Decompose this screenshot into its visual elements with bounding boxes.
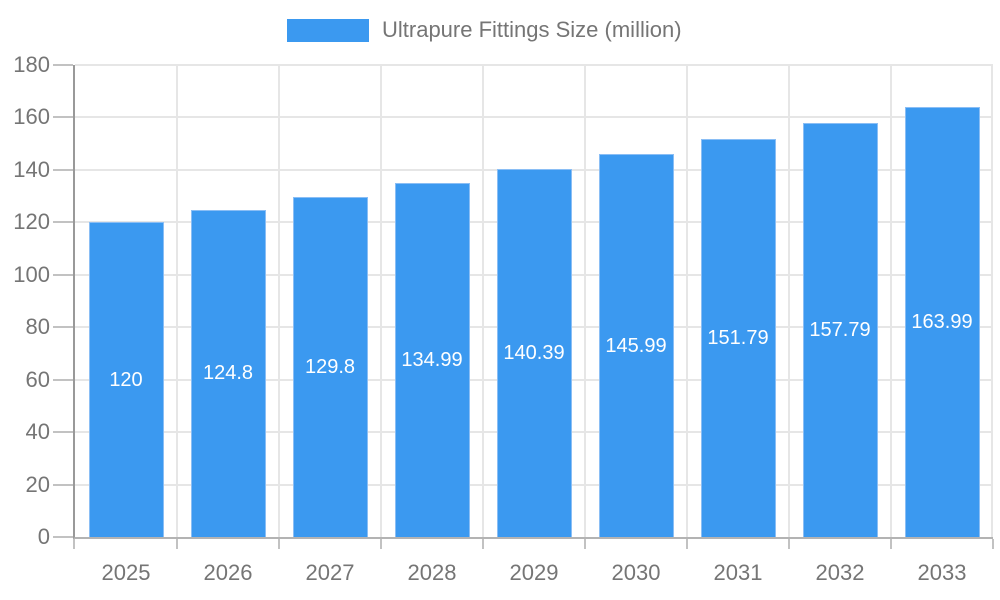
x-axis-tick: [788, 539, 790, 549]
y-axis-tick: [53, 536, 73, 538]
y-axis-label: 0: [37, 524, 50, 549]
bar-2028[interactable]: [394, 183, 470, 537]
bar-2030[interactable]: [598, 154, 674, 537]
y-axis-label: 40: [25, 419, 50, 445]
y-axis-label: 60: [25, 366, 50, 392]
y-axis-tick: [53, 431, 73, 434]
legend-label: Ultrapure Fittings Size (million): [382, 17, 682, 42]
x-axis-label-2030: 2030: [611, 560, 661, 585]
y-axis-label: 140: [13, 156, 50, 182]
y-axis-tick: [53, 64, 73, 66]
y-axis-label: 160: [13, 104, 50, 130]
y-gridline: [75, 64, 993, 66]
y-axis-tick: [53, 221, 73, 224]
x-axis-tick: [584, 539, 586, 549]
plot-area: 120 124.8 129.8 134.99 140.39 145.99 151.79 157…: [73, 64, 993, 539]
y-axis-tick: [53, 378, 73, 381]
y-axis-tick: [53, 116, 73, 119]
bar-2029[interactable]: [496, 168, 572, 537]
x-axis-label-2027: 2027: [305, 560, 355, 585]
legend-swatch: [287, 18, 369, 42]
x-axis-label-2033: 2033: [917, 560, 967, 585]
y-axis-label: 100: [13, 261, 50, 287]
x-axis-label-2031: 2031: [713, 560, 763, 585]
x-axis-tick: [686, 539, 688, 549]
y-axis-tick: [53, 273, 73, 276]
x-gridline: [890, 65, 892, 537]
y-axis-label: 20: [25, 471, 50, 497]
bar-2032[interactable]: [802, 123, 878, 537]
x-gridline: [482, 65, 484, 537]
x-axis-tick: [278, 539, 280, 549]
y-axis-tick: [53, 326, 73, 329]
x-gridline: [176, 65, 178, 537]
x-gridline: [686, 65, 688, 537]
x-axis-label-2025: 2025: [101, 560, 151, 585]
y-axis-tick: [53, 168, 73, 171]
x-axis-tick: [482, 539, 484, 549]
x-axis-tick: [380, 539, 382, 549]
x-axis-tick: [992, 539, 994, 549]
x-axis-tick: [890, 539, 892, 549]
x-axis-label-2028: 2028: [407, 560, 457, 585]
x-gridline: [380, 65, 382, 537]
bar-2033[interactable]: [904, 106, 980, 537]
x-axis-label-2026: 2026: [203, 560, 253, 585]
bar-2027[interactable]: [292, 196, 368, 537]
bar-2031[interactable]: [700, 138, 776, 537]
y-gridline: [75, 116, 993, 119]
x-gridline: [991, 65, 993, 537]
x-axis-label-2029: 2029: [509, 560, 559, 585]
x-gridline: [278, 65, 280, 537]
y-axis-label: 180: [13, 52, 50, 77]
bar-2025[interactable]: [88, 222, 164, 537]
y-axis-label: 80: [25, 314, 50, 340]
legend-item[interactable]: Ultrapure Fittings Size (million): [287, 17, 682, 43]
x-axis-label-2032: 2032: [815, 560, 865, 585]
x-gridline: [584, 65, 586, 537]
x-axis-tick: [176, 539, 178, 549]
x-axis-tick: [73, 539, 75, 549]
x-gridline: [788, 65, 790, 537]
bar-2026[interactable]: [190, 209, 266, 537]
y-axis-label: 120: [13, 209, 50, 235]
y-axis-tick: [53, 483, 73, 486]
